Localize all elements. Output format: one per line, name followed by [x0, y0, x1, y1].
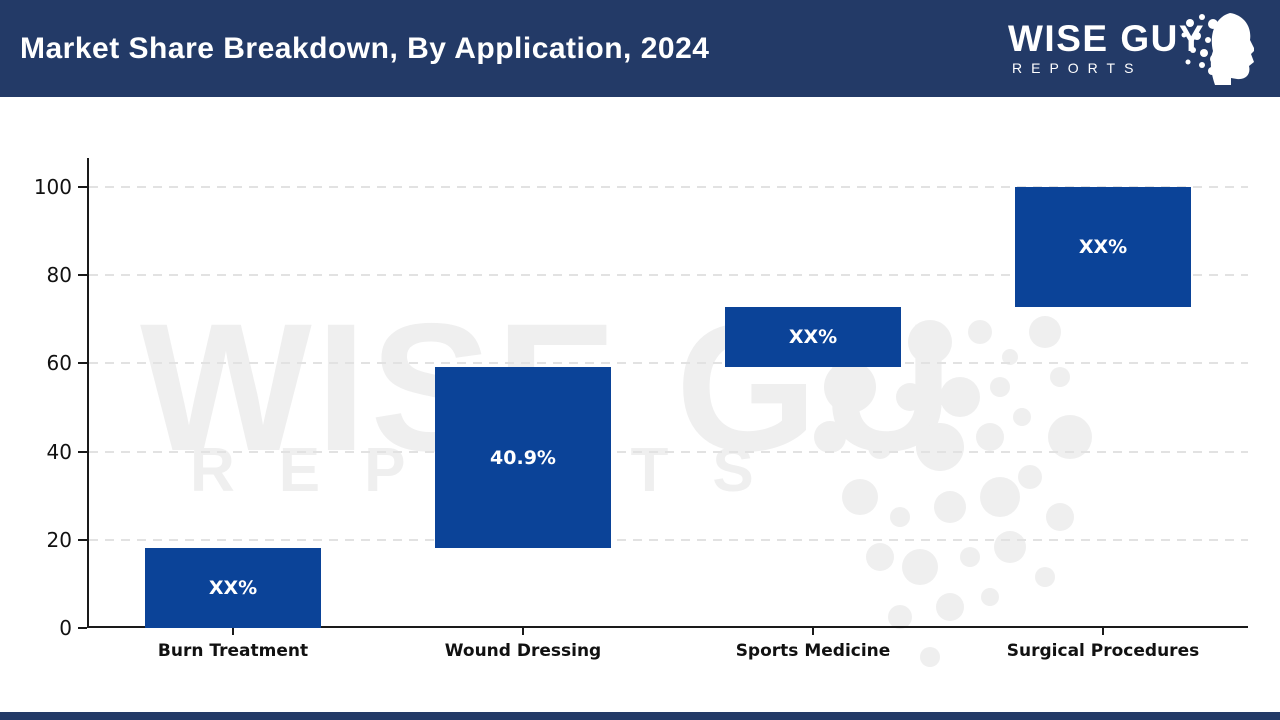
y-tick-label: 60 [46, 351, 72, 376]
grid-line [89, 186, 1248, 188]
y-tick-mark [78, 538, 87, 541]
y-tick-mark [78, 186, 87, 188]
x-category-label: Sports Medicine [735, 641, 891, 661]
y-tick-label: 80 [46, 263, 72, 288]
grid-line [89, 538, 1248, 541]
x-tick-mark [522, 628, 524, 635]
bar: XX% [725, 307, 901, 368]
y-tick-label: 20 [46, 527, 72, 552]
bar-value-label: XX% [1078, 236, 1128, 259]
brand-wordmark: WISE GUY [1008, 18, 1205, 59]
x-tick-mark [1102, 628, 1104, 635]
bar-value-label: XX% [788, 326, 838, 349]
brand-subtext: REPORTS [1012, 60, 1142, 76]
y-tick-label: 0 [59, 616, 72, 640]
x-tick-mark [812, 628, 814, 635]
grid-line [89, 450, 1248, 453]
bar: XX% [1015, 187, 1191, 308]
y-axis-line [87, 158, 89, 628]
x-tick-mark [232, 628, 234, 635]
y-tick-mark [78, 450, 87, 453]
brand-logo: WISE GUY REPORTS [1006, 7, 1255, 90]
y-tick-label: 100 [33, 175, 72, 199]
bar-value-label: 40.9% [490, 446, 556, 469]
header-bar: Market Share Breakdown, By Application, … [0, 0, 1280, 97]
grid-line [89, 362, 1248, 365]
bar-value-label: XX% [208, 576, 258, 599]
y-tick-label: 40 [46, 439, 72, 464]
footer-bar [0, 712, 1280, 720]
x-category-label: Surgical Procedures [1006, 641, 1200, 661]
bar: 40.9% [435, 367, 611, 548]
brand-face-icon [1181, 13, 1255, 85]
x-category-label: Burn Treatment [157, 641, 309, 661]
y-tick-mark [78, 362, 87, 365]
brand-logo-graphic: WISE GUY REPORTS [1008, 13, 1255, 85]
x-category-label: Wound Dressing [444, 641, 602, 661]
bar: XX% [145, 547, 321, 628]
page-title: Market Share Breakdown, By Application, … [20, 31, 710, 65]
y-tick-mark [78, 274, 87, 277]
x-axis-line [87, 626, 1248, 628]
grid-line [89, 274, 1248, 277]
y-tick-mark [78, 627, 87, 629]
